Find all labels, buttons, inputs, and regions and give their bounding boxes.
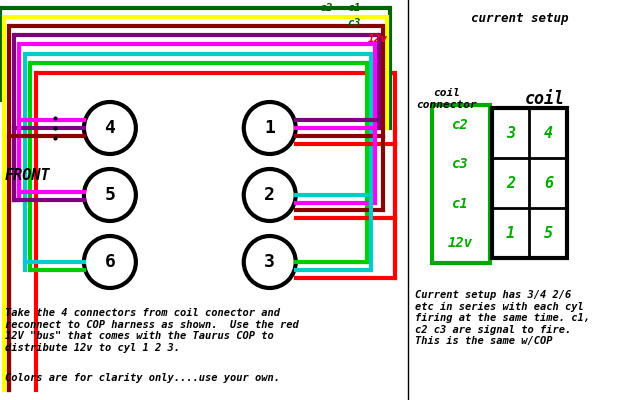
Text: current setup: current setup — [471, 12, 568, 25]
Circle shape — [84, 169, 136, 221]
Text: 3: 3 — [506, 126, 515, 140]
Text: 5: 5 — [104, 186, 115, 204]
Circle shape — [244, 236, 296, 288]
Bar — [492, 108, 568, 258]
Text: coil: coil — [524, 90, 564, 108]
Text: c3: c3 — [452, 157, 469, 171]
Text: c1: c1 — [348, 3, 361, 13]
Text: c2: c2 — [320, 3, 333, 13]
Text: FRONT: FRONT — [5, 168, 51, 182]
Text: 4: 4 — [104, 119, 115, 137]
Text: 1: 1 — [264, 119, 275, 137]
Text: 1: 1 — [506, 226, 515, 240]
Text: c2: c2 — [452, 118, 469, 132]
Text: 5: 5 — [544, 226, 553, 240]
Circle shape — [84, 102, 136, 154]
Text: 2: 2 — [264, 186, 275, 204]
Text: 12v: 12v — [367, 34, 388, 44]
Text: Colors are for clarity only....use your own.: Colors are for clarity only....use your … — [5, 373, 280, 383]
Text: c3: c3 — [348, 18, 361, 28]
Circle shape — [244, 169, 296, 221]
Text: 3: 3 — [264, 253, 275, 271]
Circle shape — [244, 102, 296, 154]
Text: 12v: 12v — [448, 236, 473, 250]
Text: 2: 2 — [506, 176, 515, 190]
Text: 4: 4 — [544, 126, 553, 140]
Text: c1: c1 — [452, 197, 469, 211]
Text: 6: 6 — [544, 176, 553, 190]
Text: Current setup has 3/4 2/6
etc in series with each cyl
firing at the same time. c: Current setup has 3/4 2/6 etc in series … — [415, 290, 589, 346]
Text: coil
connector: coil connector — [416, 88, 477, 110]
Circle shape — [84, 236, 136, 288]
Text: 6: 6 — [104, 253, 115, 271]
Bar — [431, 105, 490, 263]
Text: Take the 4 connectors from coil conector and
reconnect to COP harness as shown. : Take the 4 connectors from coil conector… — [5, 308, 299, 353]
